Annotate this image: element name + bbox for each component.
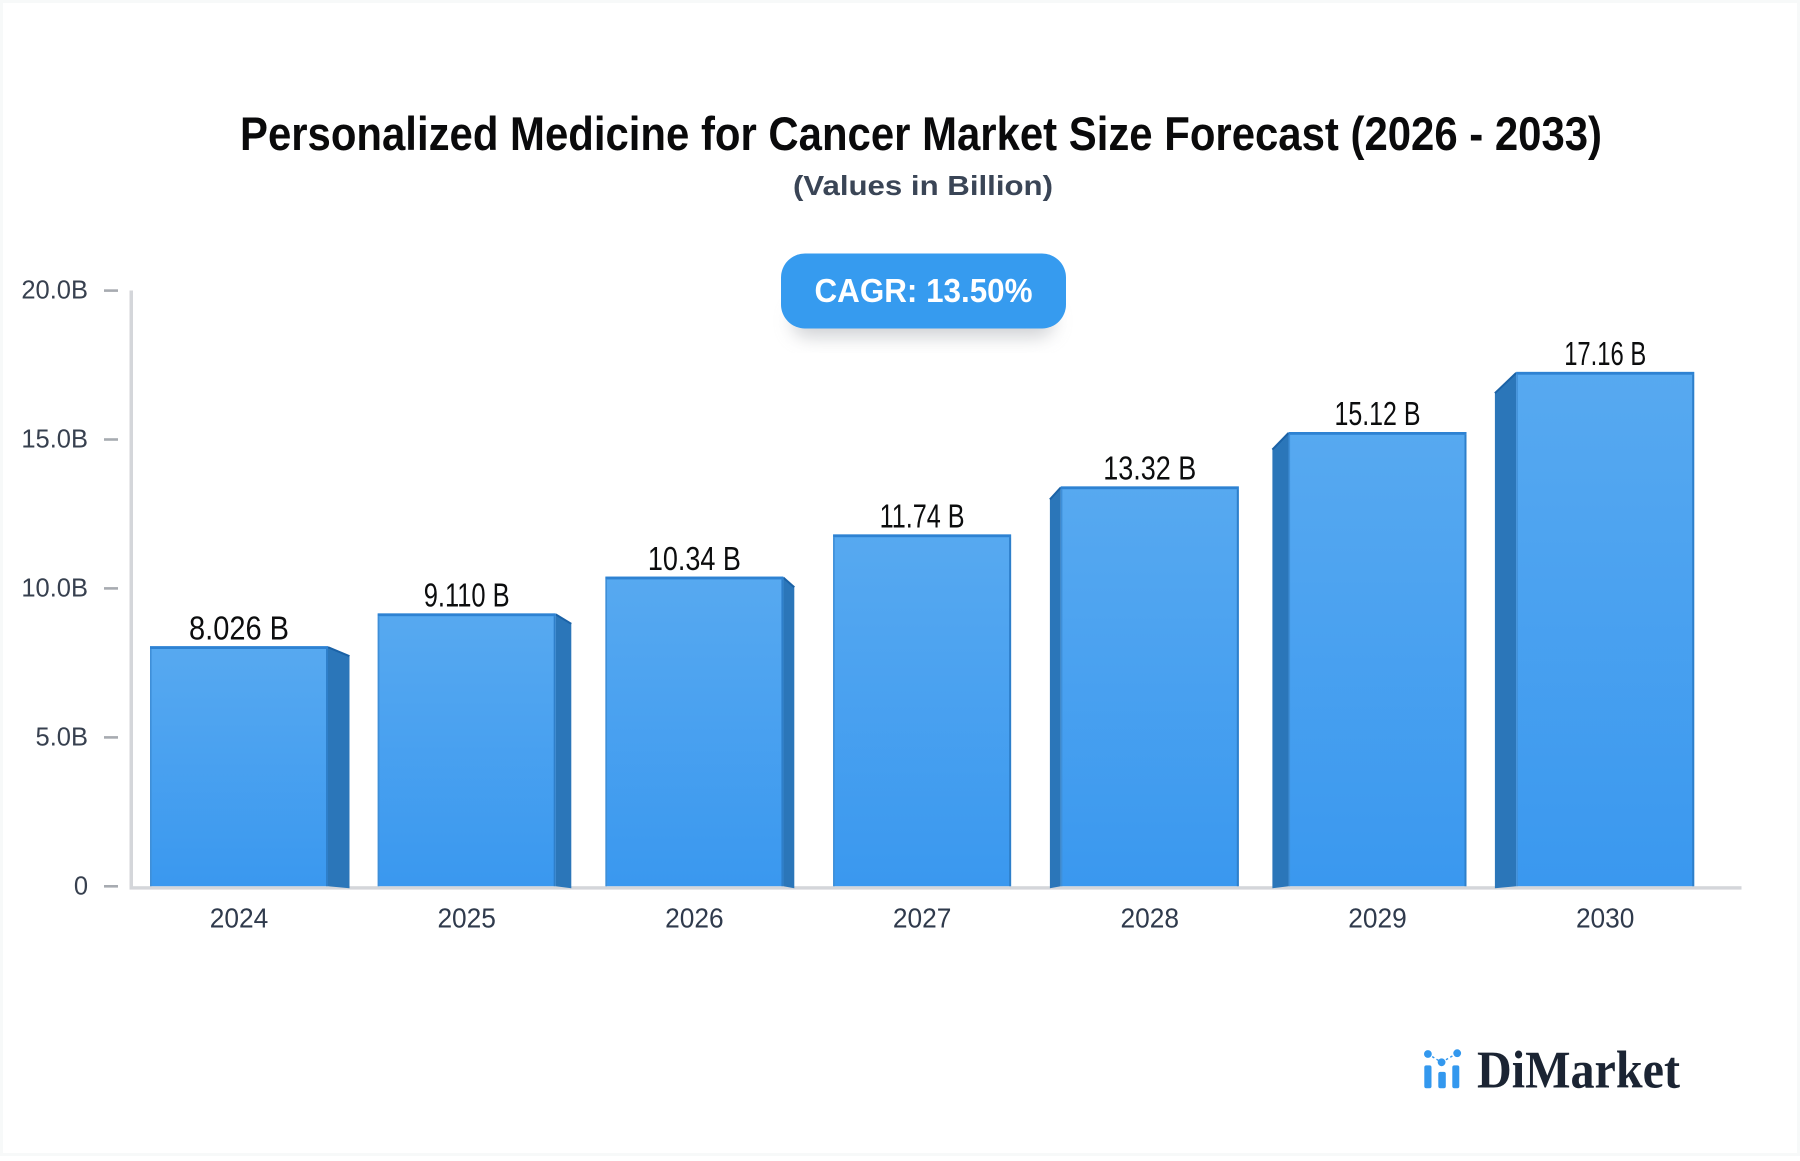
svg-text:15.0B: 15.0B [21, 426, 88, 454]
svg-text:2025: 2025 [437, 903, 496, 934]
svg-text:20.0B: 20.0B [21, 277, 88, 305]
svg-text:Personalized Medicine for Canc: Personalized Medicine for Cancer Market … [240, 107, 1602, 160]
svg-text:10.34 B: 10.34 B [648, 540, 741, 577]
svg-text:5.0B: 5.0B [36, 724, 88, 752]
svg-text:(Values in Billion): (Values in Billion) [793, 170, 1053, 201]
svg-text:2026: 2026 [665, 903, 724, 934]
svg-text:CAGR: 13.50%: CAGR: 13.50% [815, 273, 1033, 310]
svg-text:0: 0 [74, 872, 88, 900]
svg-text:15.12 B: 15.12 B [1335, 395, 1421, 432]
svg-text:17.16 B: 17.16 B [1564, 335, 1646, 372]
svg-text:2027: 2027 [893, 903, 952, 934]
svg-text:2024: 2024 [210, 903, 269, 934]
svg-text:13.32 B: 13.32 B [1103, 450, 1196, 487]
svg-text:8.026 B: 8.026 B [189, 609, 289, 646]
svg-text:9.110 B: 9.110 B [424, 577, 510, 614]
svg-text:11.74 B: 11.74 B [880, 498, 965, 535]
svg-text:DiMarket: DiMarket [1477, 1042, 1680, 1100]
svg-text:2030: 2030 [1576, 903, 1635, 934]
svg-text:2028: 2028 [1121, 903, 1180, 934]
svg-text:10.0B: 10.0B [21, 575, 88, 603]
svg-text:2029: 2029 [1348, 903, 1407, 934]
